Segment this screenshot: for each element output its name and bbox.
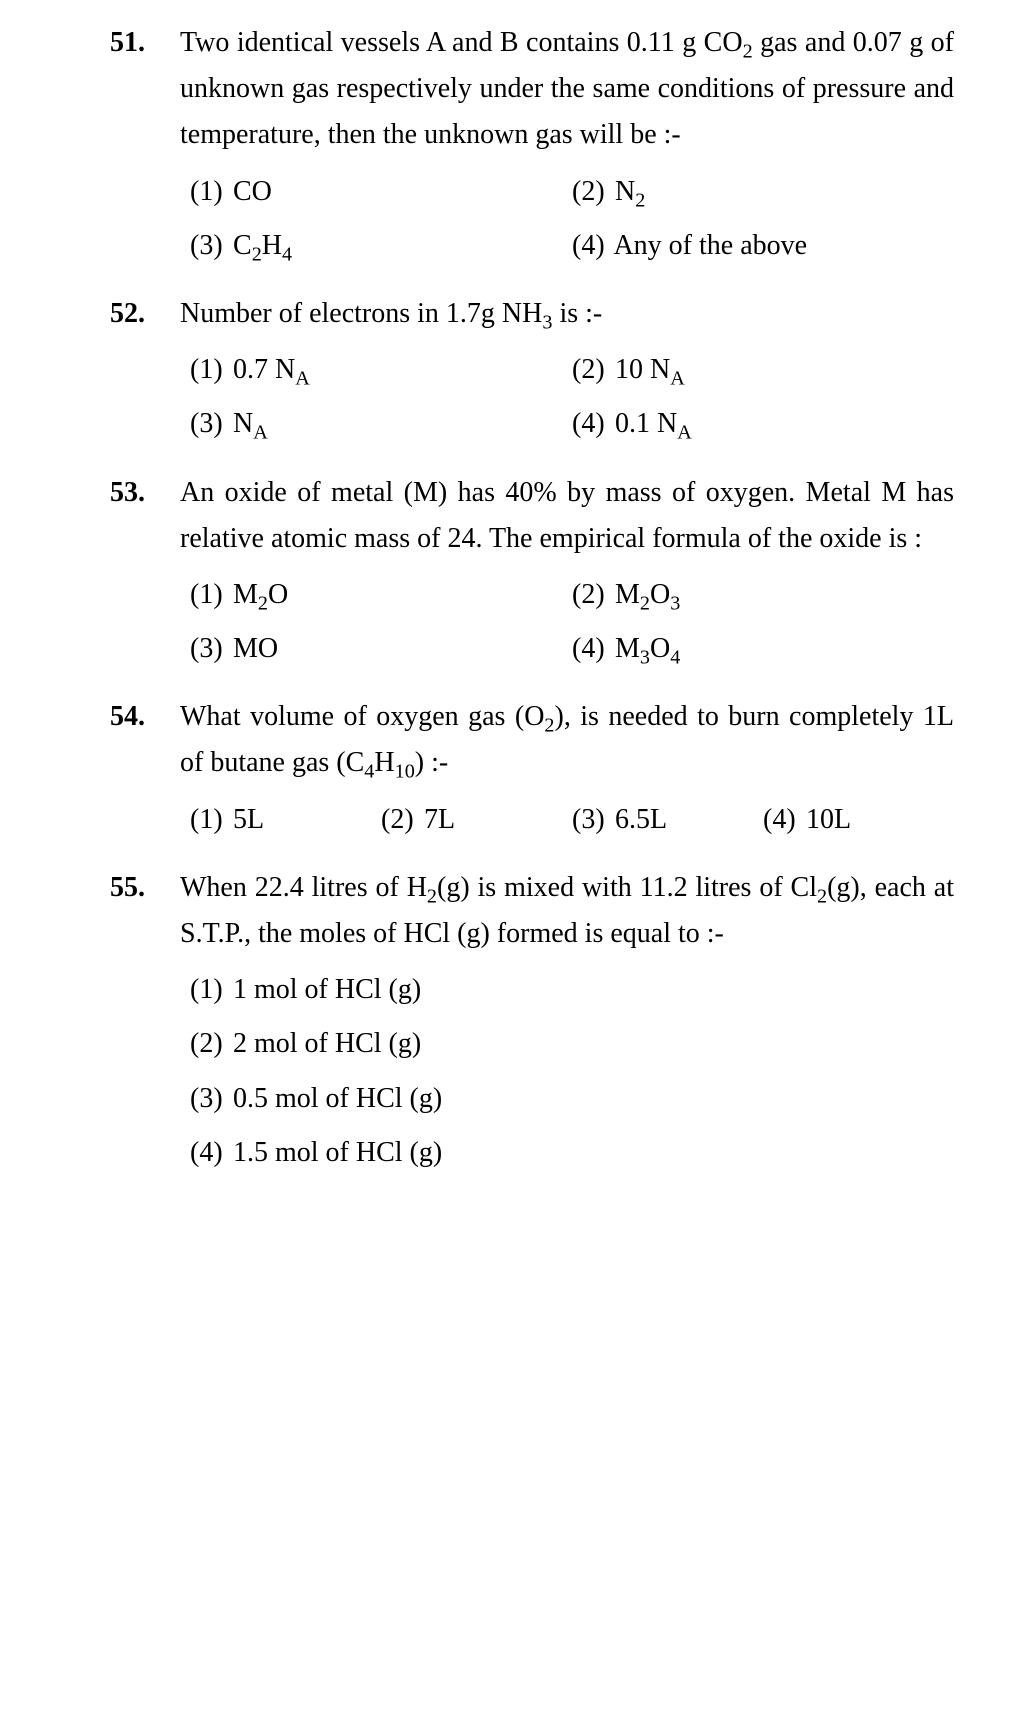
option: (2) 7L [381,797,572,843]
option-number: (2) [381,797,417,843]
option: (3) MO [190,626,572,672]
option: (4) 1.5 mol of HCl (g) [190,1130,954,1176]
option-number: (3) [572,797,608,843]
option-number: (1) [190,169,226,215]
question: 51.Two identical vessels A and B contain… [110,20,954,277]
option-number: (1) [190,967,226,1013]
option: (4) Any of the above [572,223,954,269]
options: (1) CO(2) N2(3) C2H4(4) Any of the above [190,169,954,277]
option-number: (3) [190,223,226,269]
option-number: (4) [190,1130,226,1176]
options: (1) 0.7 NA(2) 10 NA(3) NA(4) 0.1 NA [190,347,954,455]
question-list: 51.Two identical vessels A and B contain… [110,20,954,1184]
option-text: CO [226,176,272,207]
option-number: (4) [572,626,608,672]
option-text: 2 mol of HCl (g) [226,1028,421,1059]
option: (3) NA [190,401,572,447]
option-number: (4) [763,797,799,843]
option: (1) 5L [190,797,381,843]
option-text: 5L [226,804,264,835]
question: 52.Number of electrons in 1.7g NH3 is :-… [110,291,954,456]
question-number: 51. [110,20,180,277]
question-body: Number of electrons in 1.7g NH3 is :- (1)… [180,291,954,456]
question: 55.When 22.4 litres of H2(g) is mixed wi… [110,865,954,1184]
options: (1) 1 mol of HCl (g)(2) 2 mol of HCl (g)… [190,967,954,1184]
option-number: (3) [190,626,226,672]
option: (4) M3O4 [572,626,954,672]
question-body: Two identical vessels A and B contains 0… [180,20,954,277]
option-text: N2 [608,176,645,207]
options: (1) M2O(2) M2O3(3) MO(4) M3O4 [190,572,954,680]
option: (1) CO [190,169,572,215]
question: 54.What volume of oxygen gas (O2), is ne… [110,694,954,851]
option-number: (1) [190,347,226,393]
option: (2) M2O3 [572,572,954,618]
option-number: (3) [190,1076,226,1122]
question-body: What volume of oxygen gas (O2), is neede… [180,694,954,851]
option: (3) 6.5L [572,797,763,843]
question-body: An oxide of metal (M) has 40% by mass of… [180,470,954,681]
option-text: 6.5L [608,804,667,835]
question: 53.An oxide of metal (M) has 40% by mass… [110,470,954,681]
question-text: An oxide of metal (M) has 40% by mass of… [180,470,954,562]
option-text: 10L [799,804,851,835]
option-text: MO [226,633,278,664]
option-number: (1) [190,572,226,618]
option: (2) N2 [572,169,954,215]
question-text: Number of electrons in 1.7g NH3 is :- [180,291,954,337]
option-text: NA [226,408,268,439]
option-text: 0.7 NA [226,354,310,385]
option-text: M2O [226,579,288,610]
option-text: M2O3 [608,579,680,610]
option: (2) 2 mol of HCl (g) [190,1021,954,1067]
option: (4) 10L [763,797,954,843]
question-number: 54. [110,694,180,851]
option: (4) 0.1 NA [572,401,954,447]
question-number: 55. [110,865,180,1184]
question-text: What volume of oxygen gas (O2), is neede… [180,694,954,786]
option-number: (2) [572,572,608,618]
option-number: (2) [572,347,608,393]
question-number: 53. [110,470,180,681]
option: (1) 1 mol of HCl (g) [190,967,954,1013]
option-number: (4) [572,401,608,447]
option-number: (4) [572,223,608,269]
option: (2) 10 NA [572,347,954,393]
question-text: When 22.4 litres of H2(g) is mixed with … [180,865,954,957]
option-text: 1 mol of HCl (g) [226,974,421,1005]
option-number: (2) [572,169,608,215]
question-number: 52. [110,291,180,456]
option-text: Any of the above [608,230,807,261]
option: (1) 0.7 NA [190,347,572,393]
option-number: (1) [190,797,226,843]
option-number: (3) [190,401,226,447]
option-number: (2) [190,1021,226,1067]
option-text: C2H4 [226,230,292,261]
option: (1) M2O [190,572,572,618]
question-text: Two identical vessels A and B contains 0… [180,20,954,159]
options: (1) 5L(2) 7L(3) 6.5L(4) 10L [190,797,954,851]
option-text: 0.5 mol of HCl (g) [226,1083,442,1114]
option: (3) 0.5 mol of HCl (g) [190,1076,954,1122]
option-text: 7L [417,804,455,835]
question-body: When 22.4 litres of H2(g) is mixed with … [180,865,954,1184]
option-text: M3O4 [608,633,680,664]
option-text: 10 NA [608,354,685,385]
option: (3) C2H4 [190,223,572,269]
option-text: 0.1 NA [608,408,692,439]
option-text: 1.5 mol of HCl (g) [226,1137,442,1168]
